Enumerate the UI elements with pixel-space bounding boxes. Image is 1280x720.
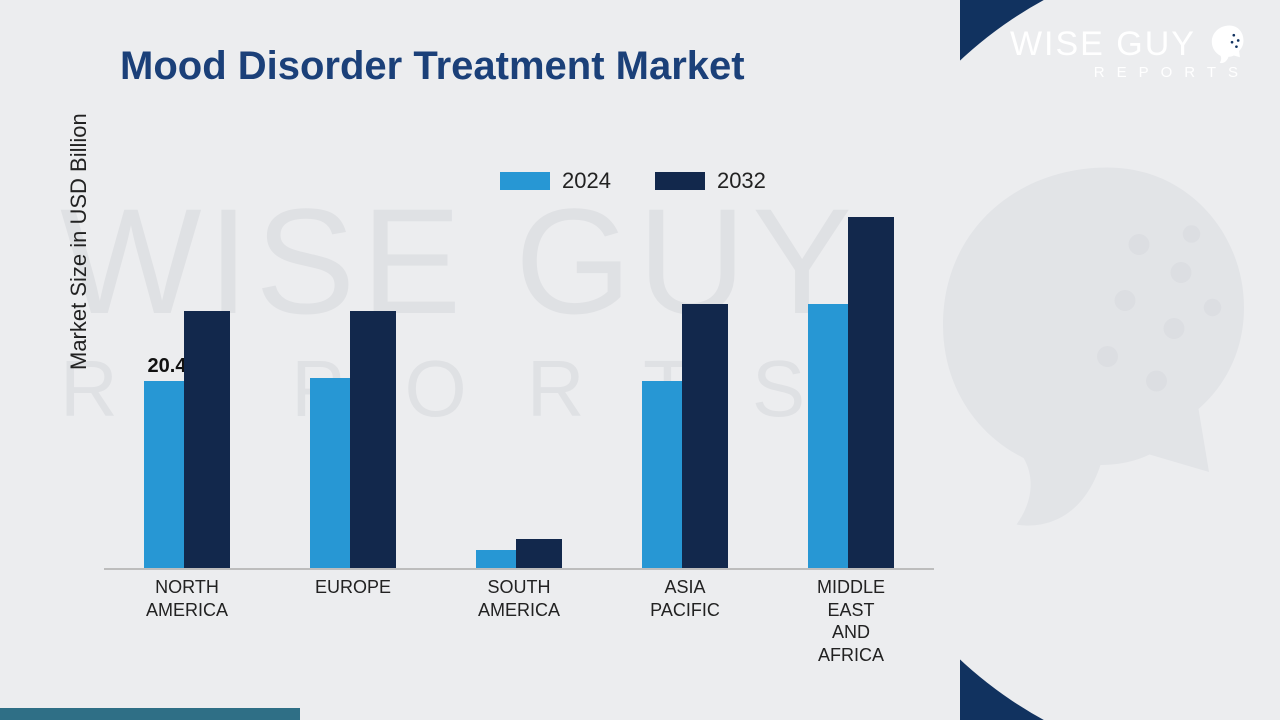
legend-label-2024: 2024 bbox=[562, 168, 611, 194]
x-axis-category-label: SOUTHAMERICA bbox=[449, 576, 589, 666]
bar-group bbox=[791, 217, 911, 570]
bar bbox=[516, 539, 562, 570]
bar-group: 20.4 bbox=[127, 311, 247, 570]
legend-label-2032: 2032 bbox=[717, 168, 766, 194]
x-axis-category-label: NORTHAMERICA bbox=[117, 576, 257, 666]
chart-plot-area: 20.4 bbox=[104, 200, 934, 570]
brand-line2-text: REPORTS bbox=[1010, 64, 1250, 81]
legend: 2024 2032 bbox=[500, 168, 766, 194]
bar bbox=[848, 217, 894, 570]
x-axis-category-label: EUROPE bbox=[283, 576, 423, 666]
x-axis-category-label: ASIAPACIFIC bbox=[615, 576, 755, 666]
head-icon bbox=[1200, 22, 1250, 66]
chart-title: Mood Disorder Treatment Market bbox=[120, 44, 745, 89]
legend-item-2032: 2032 bbox=[655, 168, 766, 194]
x-axis-category-label: MIDDLEEASTANDAFRICA bbox=[781, 576, 921, 666]
legend-swatch-2024 bbox=[500, 172, 550, 190]
legend-item-2024: 2024 bbox=[500, 168, 611, 194]
y-axis-label: Market Size in USD Billion bbox=[66, 113, 92, 370]
legend-swatch-2032 bbox=[655, 172, 705, 190]
x-axis-labels: NORTHAMERICA EUROPE SOUTHAMERICA ASIAPACIFI… bbox=[104, 576, 934, 666]
bar bbox=[682, 304, 728, 570]
x-axis-baseline bbox=[104, 568, 934, 570]
brand-logo: WISE GUY REPORTS bbox=[1010, 22, 1250, 81]
bar bbox=[184, 311, 230, 570]
brand-line1-text: WISE GUY bbox=[1010, 25, 1196, 64]
bar-group bbox=[293, 311, 413, 570]
bar bbox=[350, 311, 396, 570]
bar-group bbox=[625, 304, 745, 570]
bottom-accent-bar bbox=[0, 708, 300, 720]
bar-groups: 20.4 bbox=[104, 200, 934, 570]
bar-group bbox=[459, 539, 579, 570]
bar-value-label: 20.4 bbox=[148, 355, 187, 378]
